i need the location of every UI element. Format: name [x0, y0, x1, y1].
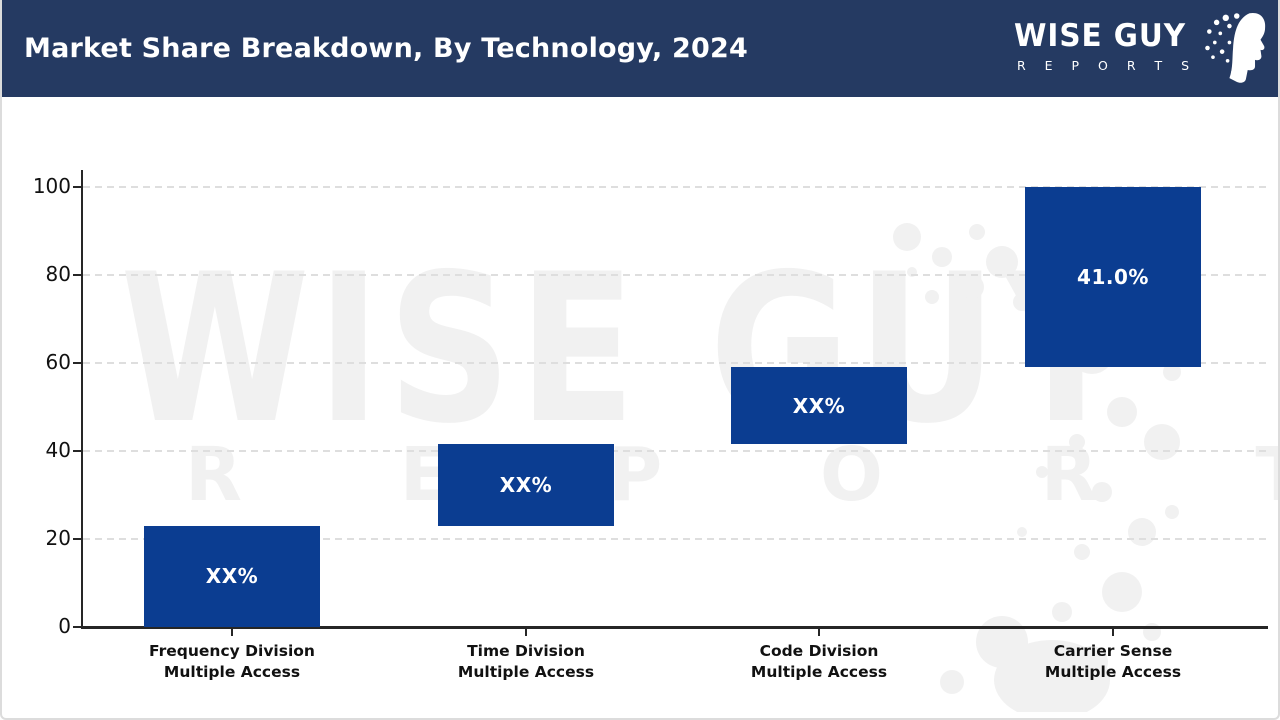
- plot-area: 0 20 40 60 80 100 XX% Frequency Division Multipl…: [2, 97, 1278, 718]
- bar-value-label: 41.0%: [1077, 265, 1149, 290]
- y-gridline: [83, 186, 1268, 188]
- y-tick-mark: [73, 274, 81, 276]
- x-category-label: Time Division Multiple Access: [386, 641, 666, 683]
- x-tick-mark: [1112, 629, 1114, 636]
- bar: XX%: [438, 444, 614, 526]
- bar-value-label: XX%: [205, 564, 259, 589]
- bar: XX%: [731, 367, 907, 445]
- x-tick-mark: [525, 629, 527, 636]
- y-tick-mark: [73, 538, 81, 540]
- x-category-label: Carrier Sense Multiple Access: [973, 641, 1253, 683]
- x-category-label: Code Division Multiple Access: [679, 641, 959, 683]
- y-tick-label: 60: [45, 350, 71, 374]
- x-category-line2: Multiple Access: [750, 663, 888, 681]
- y-tick-label: 100: [32, 174, 71, 198]
- wiseguy-logo: WISE GUY R E P O R T S: [1014, 8, 1266, 90]
- y-gridline: [83, 274, 1268, 276]
- bar-value-label: XX%: [792, 393, 846, 418]
- y-tick-label: 0: [58, 614, 71, 638]
- x-category-line1: Carrier Sense: [1053, 642, 1173, 660]
- y-gridline: [83, 362, 1268, 364]
- x-category-line2: Multiple Access: [1044, 663, 1182, 681]
- x-tick-mark: [818, 629, 820, 636]
- y-tick-mark: [73, 362, 81, 364]
- wiseguy-face-icon: [1205, 12, 1266, 83]
- x-tick-mark: [231, 629, 233, 636]
- x-category-line2: Multiple Access: [163, 663, 301, 681]
- bar: 41.0%: [1025, 187, 1201, 368]
- x-category-line1: Frequency Division: [149, 642, 315, 660]
- bar: XX%: [144, 525, 320, 627]
- y-tick-label: 20: [45, 526, 71, 550]
- x-category-line1: Time Division: [467, 642, 585, 660]
- x-category-label: Frequency Division Multiple Access: [92, 641, 372, 683]
- y-gridline: [83, 450, 1268, 452]
- y-gridline: [83, 538, 1268, 540]
- logo-reports-text: R E P O R T S: [1017, 58, 1197, 73]
- y-tick-mark: [73, 450, 81, 452]
- chart-title: Market Share Breakdown, By Technology, 2…: [24, 33, 749, 64]
- x-axis-spine: [81, 626, 1268, 629]
- y-tick-label: 40: [45, 438, 71, 462]
- x-category-line1: Code Division: [759, 642, 879, 660]
- y-tick-label: 80: [45, 262, 71, 286]
- y-tick-mark: [73, 186, 81, 188]
- bar-value-label: XX%: [499, 473, 553, 498]
- watermark-wordmark: WISE GUY: [120, 231, 1136, 469]
- header-band: Market Share Breakdown, By Technology, 2…: [2, 0, 1278, 97]
- x-category-line2: Multiple Access: [457, 663, 595, 681]
- logo-wordmark: WISE GUY: [1014, 18, 1187, 54]
- y-tick-mark: [73, 626, 81, 628]
- y-axis-spine: [81, 170, 83, 629]
